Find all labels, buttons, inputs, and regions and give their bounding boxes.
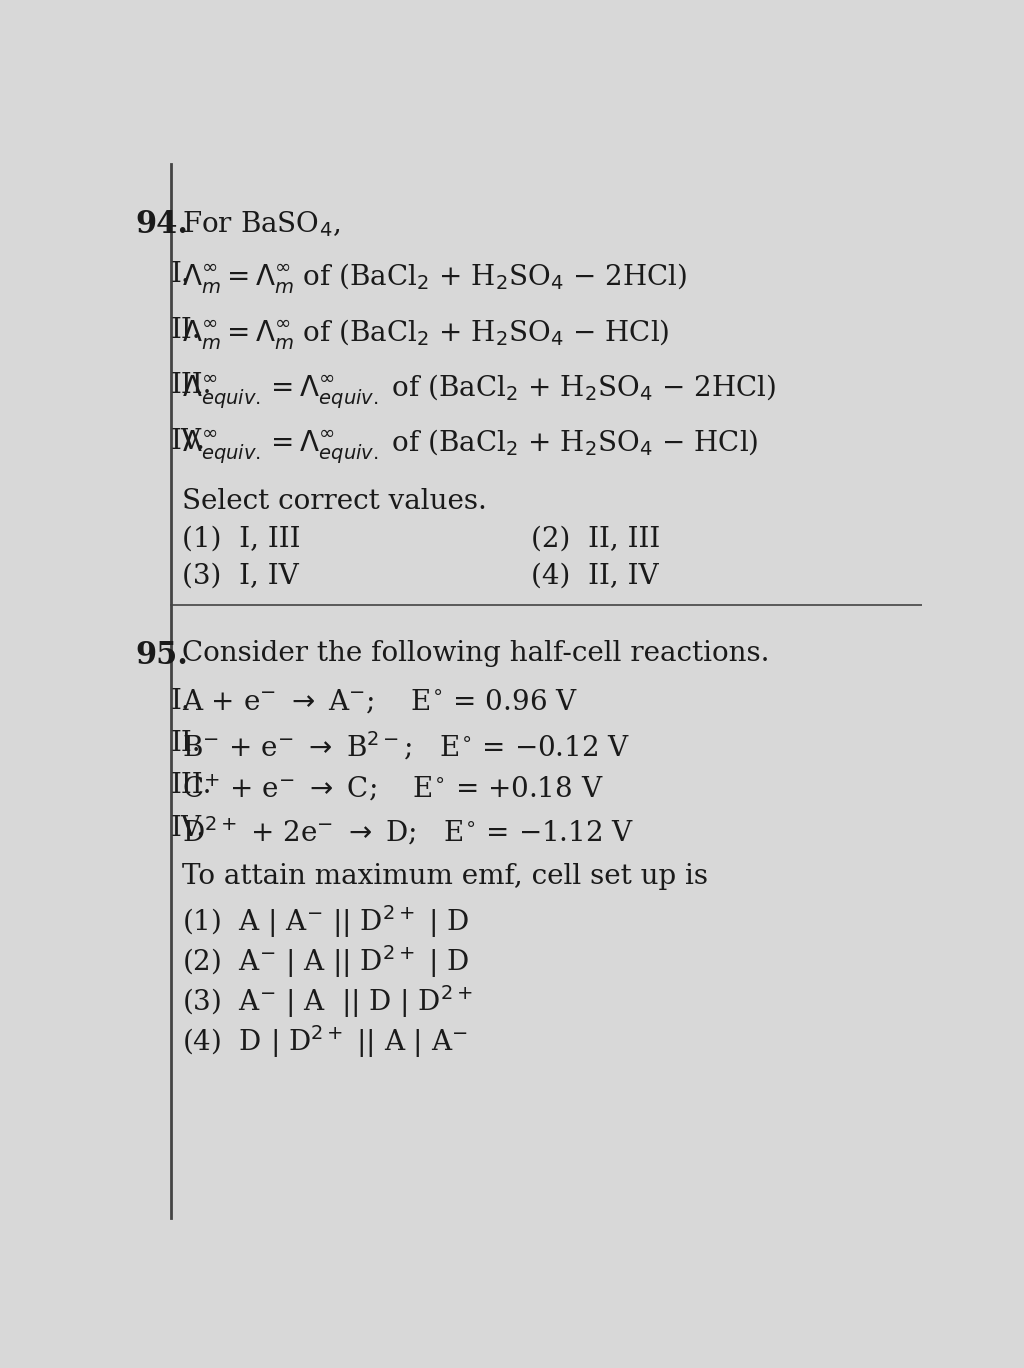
Text: (3)  A$^{-}$ | A  || D | D$^{2+}$: (3) A$^{-}$ | A || D | D$^{2+}$ — [182, 984, 473, 1021]
Text: Consider the following half-cell reactions.: Consider the following half-cell reactio… — [182, 640, 770, 668]
Text: (2)  A$^{-}$ | A || D$^{2+}$ | D: (2) A$^{-}$ | A || D$^{2+}$ | D — [182, 944, 469, 981]
Text: Select correct values.: Select correct values. — [182, 487, 487, 514]
Text: $\Lambda_m^{\infty} = \Lambda_m^{\infty}$ of (BaCl$_2$ + H$_2$SO$_4$ $-$ HCl): $\Lambda_m^{\infty} = \Lambda_m^{\infty}… — [182, 316, 670, 350]
Text: (4)  II, IV: (4) II, IV — [531, 564, 658, 590]
Text: II.: II. — [171, 731, 202, 757]
Text: To attain maximum emf, cell set up is: To attain maximum emf, cell set up is — [182, 863, 709, 891]
Text: III.: III. — [171, 372, 212, 399]
Text: C$^{+}$ + e$^{-}$ $\rightarrow$ C;    E$^{\circ}$ = +0.18 V: C$^{+}$ + e$^{-}$ $\rightarrow$ C; E$^{\… — [182, 773, 604, 803]
Text: For BaSO$_4$,: For BaSO$_4$, — [182, 209, 341, 238]
Text: 95.: 95. — [136, 640, 188, 672]
Text: 94.: 94. — [136, 209, 188, 239]
Text: I.: I. — [171, 688, 190, 714]
Text: $\Lambda_{equiv.}^{\infty} = \Lambda_{equiv.}^{\infty}$ of (BaCl$_2$ + H$_2$SO$_: $\Lambda_{equiv.}^{\infty} = \Lambda_{eq… — [182, 428, 759, 465]
Text: (1)  I, III: (1) I, III — [182, 527, 301, 553]
Text: (1)  A | A$^{-}$ || D$^{2+}$ | D: (1) A | A$^{-}$ || D$^{2+}$ | D — [182, 903, 469, 940]
Text: A + e$^{-}$ $\rightarrow$ A$^{-}$;    E$^{\circ}$ = 0.96 V: A + e$^{-}$ $\rightarrow$ A$^{-}$; E$^{\… — [182, 688, 579, 715]
Text: B$^{-}$ + e$^{-}$ $\rightarrow$ B$^{2-}$;   E$^{\circ}$ = $-$0.12 V: B$^{-}$ + e$^{-}$ $\rightarrow$ B$^{2-}$… — [182, 731, 631, 763]
Text: (3)  I, IV: (3) I, IV — [182, 564, 299, 590]
Text: IV.: IV. — [171, 428, 206, 454]
Text: I.: I. — [171, 261, 190, 289]
Text: $\Lambda_m^{\infty} = \Lambda_m^{\infty}$ of (BaCl$_2$ + H$_2$SO$_4$ $-$ 2HCl): $\Lambda_m^{\infty} = \Lambda_m^{\infty}… — [182, 261, 687, 295]
Text: (4)  D | D$^{2+}$ || A | A$^{-}$: (4) D | D$^{2+}$ || A | A$^{-}$ — [182, 1023, 468, 1060]
Text: $\Lambda_{equiv.}^{\infty} = \Lambda_{equiv.}^{\infty}$ of (BaCl$_2$ + H$_2$SO$_: $\Lambda_{equiv.}^{\infty} = \Lambda_{eq… — [182, 372, 776, 410]
Text: (2)  II, III: (2) II, III — [531, 527, 660, 553]
Text: D$^{2+}$ + 2e$^{-}$ $\rightarrow$ D;   E$^{\circ}$ = $-$1.12 V: D$^{2+}$ + 2e$^{-}$ $\rightarrow$ D; E$^… — [182, 815, 635, 848]
Text: III.: III. — [171, 773, 212, 799]
Text: II.: II. — [171, 316, 202, 343]
Text: IV.: IV. — [171, 815, 206, 841]
